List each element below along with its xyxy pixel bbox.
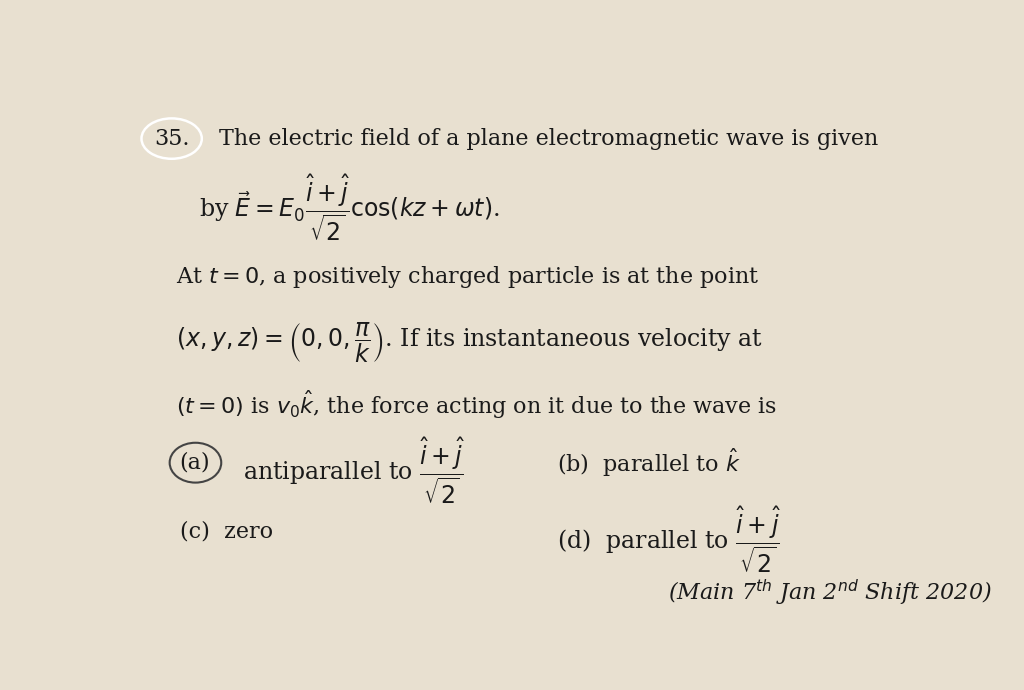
Text: At $t = 0$, a positively charged particle is at the point: At $t = 0$, a positively charged particl… xyxy=(176,264,759,290)
Text: (c)  zero: (c) zero xyxy=(179,521,272,543)
Text: by $\vec{E} = E_0 \dfrac{\hat{i}+\hat{j}}{\sqrt{2}} \cos(kz + \omega t)$.: by $\vec{E} = E_0 \dfrac{\hat{i}+\hat{j}… xyxy=(200,172,501,243)
Text: antiparallel to $\dfrac{\hat{i}+\hat{j}}{\sqrt{2}}$: antiparallel to $\dfrac{\hat{i}+\hat{j}}… xyxy=(243,435,465,506)
Text: (Main 7$^{th}$ Jan 2$^{nd}$ Shift 2020): (Main 7$^{th}$ Jan 2$^{nd}$ Shift 2020) xyxy=(668,578,991,608)
Text: 35.: 35. xyxy=(154,128,189,150)
Text: $(x, y, z) = \left(0, 0, \dfrac{\pi}{k}\right)$. If its instantaneous velocity a: $(x, y, z) = \left(0, 0, \dfrac{\pi}{k}\… xyxy=(176,321,763,365)
Text: The electric field of a plane electromagnetic wave is given: The electric field of a plane electromag… xyxy=(219,128,879,150)
Text: (a): (a) xyxy=(179,452,210,473)
Text: $(t = 0)$ is $v_0\hat{k}$, the force acting on it due to the wave is: $(t = 0)$ is $v_0\hat{k}$, the force act… xyxy=(176,388,776,421)
Text: (d)  parallel to $\dfrac{\hat{i}+\hat{j}}{\sqrt{2}}$: (d) parallel to $\dfrac{\hat{i}+\hat{j}}… xyxy=(557,504,780,575)
Text: (b)  parallel to $\hat{k}$: (b) parallel to $\hat{k}$ xyxy=(557,446,740,479)
